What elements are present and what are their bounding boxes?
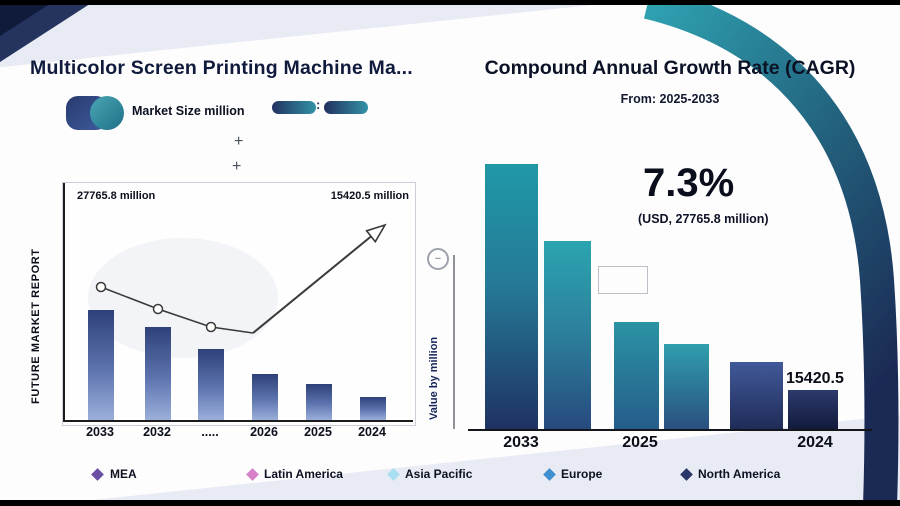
left-bar-2033 bbox=[88, 310, 114, 420]
plus-mark-icon: + bbox=[232, 158, 242, 175]
left-x-label: ..... bbox=[201, 425, 219, 439]
legend-label-north-america: North America bbox=[698, 467, 781, 481]
left-chart-title: Multicolor Screen Printing Machine Ma... bbox=[30, 57, 413, 79]
left-x-label: 2026 bbox=[250, 425, 278, 439]
background-blob bbox=[88, 238, 278, 358]
top-border bbox=[0, 0, 900, 5]
left-bar-2026 bbox=[252, 374, 278, 420]
right-chart-x-axis bbox=[468, 429, 872, 431]
left-chart-y-axis bbox=[63, 183, 65, 422]
legend-diamond-latin-america bbox=[246, 468, 259, 481]
right-bar-2025-b bbox=[664, 344, 709, 429]
right-bar-2033-b bbox=[544, 241, 591, 429]
right-bar-2024-b bbox=[788, 390, 838, 429]
value-callout: 15420.5 bbox=[786, 370, 844, 387]
left-chart-panel: 27765.8 million 15420.5 million bbox=[62, 182, 416, 426]
legend-circle-icon bbox=[90, 96, 124, 130]
left-chart-start-value: 27765.8 million bbox=[77, 190, 156, 202]
decorative-pill-left bbox=[272, 101, 316, 114]
cagr-percentage: 7.3% bbox=[643, 161, 735, 205]
left-bar-dots bbox=[198, 349, 224, 420]
right-chart-title: Compound Annual Growth Rate (CAGR) bbox=[484, 57, 856, 79]
legend-label-asia-pacific: Asia Pacific bbox=[405, 467, 473, 481]
left-x-label: 2033 bbox=[86, 425, 114, 439]
trend-line-arrow bbox=[95, 223, 387, 334]
teal-ribbon-decoration bbox=[643, 0, 899, 506]
right-bar-2025-a bbox=[614, 322, 659, 429]
legend-label-latin-america: Latin America bbox=[264, 467, 343, 481]
legend-label-europe: Europe bbox=[561, 467, 603, 481]
legend-label-mea: MEA bbox=[110, 467, 137, 481]
right-chart-subtitle: From: 2025-2033 bbox=[620, 92, 720, 106]
value-axis-label: Value by million bbox=[428, 336, 440, 420]
cagr-caption: (USD, 27765.8 million) bbox=[638, 212, 769, 226]
future-market-report-watermark: FUTURE MARKET REPORT bbox=[30, 248, 42, 404]
right-bar-2033-a bbox=[485, 164, 538, 429]
right-x-label: 2025 bbox=[622, 434, 658, 451]
right-chart-y-axis bbox=[453, 255, 455, 429]
right-x-label: 2024 bbox=[797, 434, 833, 451]
left-x-label: 2032 bbox=[143, 425, 171, 439]
right-bar-2024-a bbox=[730, 362, 783, 429]
ghost-tooltip-box bbox=[598, 266, 648, 294]
left-bar-2032 bbox=[145, 327, 171, 420]
left-x-label: 2024 bbox=[358, 425, 386, 439]
legend-diamond-asia-pacific bbox=[387, 468, 400, 481]
left-x-label: 2025 bbox=[304, 425, 332, 439]
legend-diamond-north-america bbox=[680, 468, 693, 481]
left-chart-end-value: 15420.5 million bbox=[330, 190, 409, 202]
right-chart-panel bbox=[468, 149, 872, 431]
left-chart-x-axis bbox=[63, 420, 413, 422]
plus-mark-icon: + bbox=[234, 133, 244, 150]
bottom-border bbox=[0, 500, 900, 506]
left-bar-2025 bbox=[306, 384, 332, 420]
circle-minus-watermark-icon: − bbox=[427, 248, 449, 270]
market-size-legend-label: Market Size million bbox=[132, 104, 245, 118]
right-x-label: 2033 bbox=[503, 434, 539, 451]
left-bar-2024 bbox=[360, 397, 386, 420]
decorative-colon: : bbox=[316, 97, 321, 112]
decorative-pill-right bbox=[324, 101, 368, 114]
legend-diamond-mea bbox=[91, 468, 104, 481]
legend-diamond-europe bbox=[543, 468, 556, 481]
